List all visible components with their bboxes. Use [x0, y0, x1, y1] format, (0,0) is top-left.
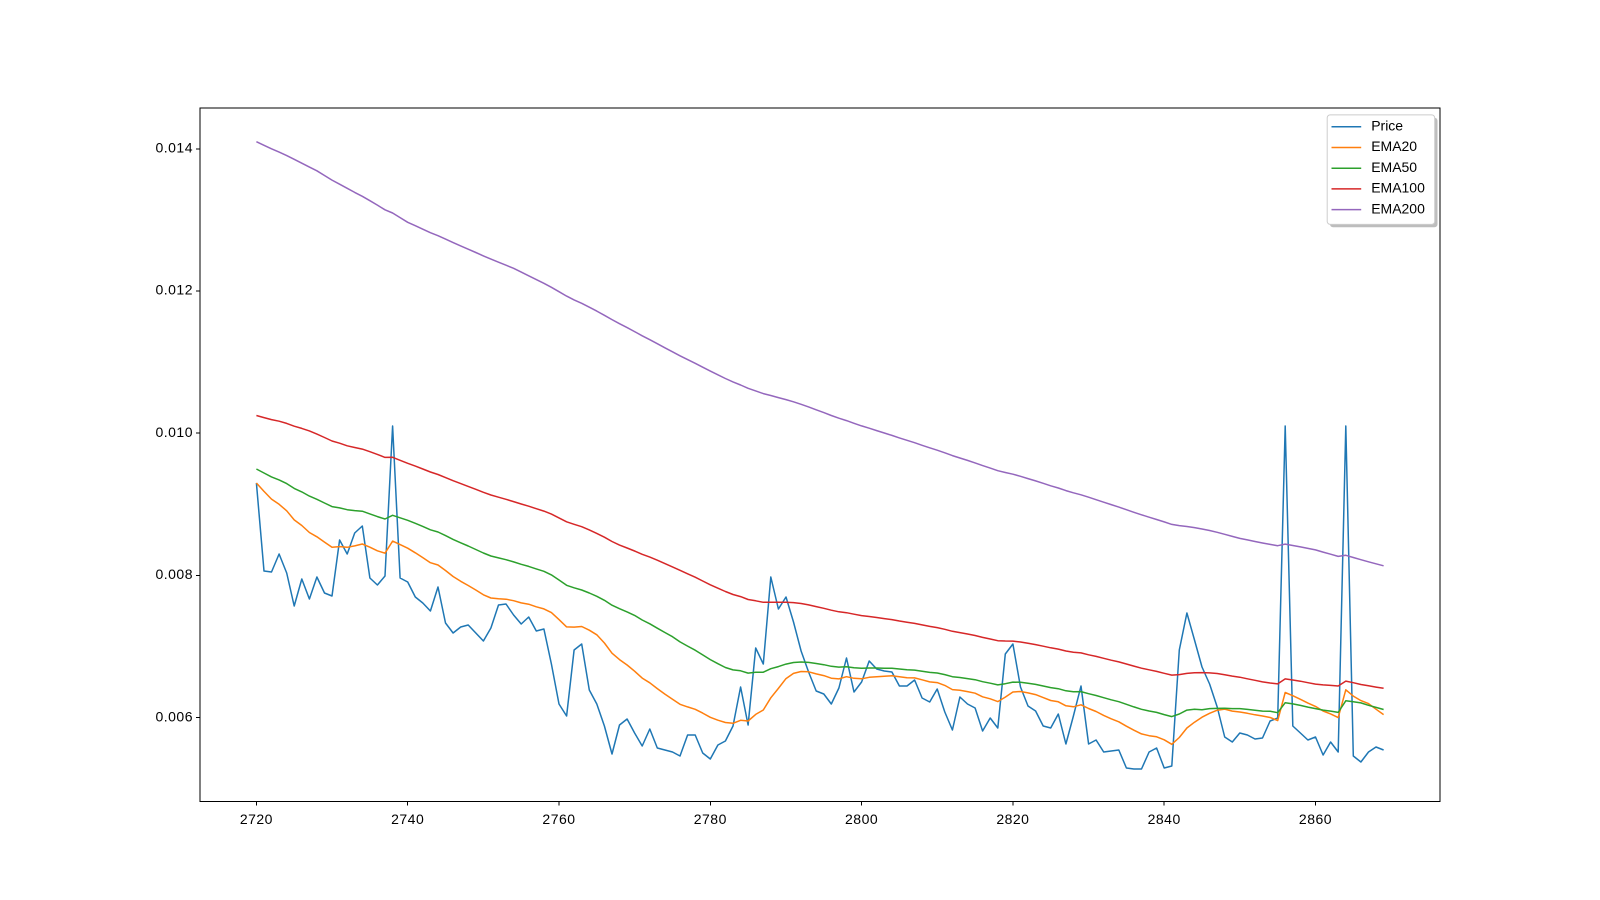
svg-text:2720: 2720: [240, 811, 273, 827]
svg-text:2820: 2820: [996, 811, 1029, 827]
svg-text:0.014: 0.014: [155, 140, 193, 156]
svg-text:2780: 2780: [694, 811, 727, 827]
svg-text:2740: 2740: [391, 811, 424, 827]
svg-text:EMA100: EMA100: [1371, 180, 1425, 196]
svg-text:0.012: 0.012: [155, 282, 193, 298]
svg-text:0.010: 0.010: [155, 424, 193, 440]
svg-text:Price: Price: [1371, 118, 1403, 134]
svg-text:2840: 2840: [1148, 811, 1181, 827]
svg-text:2760: 2760: [542, 811, 575, 827]
svg-text:EMA50: EMA50: [1371, 159, 1417, 175]
svg-text:EMA20: EMA20: [1371, 138, 1417, 154]
svg-text:0.006: 0.006: [155, 708, 193, 724]
svg-text:2800: 2800: [845, 811, 878, 827]
svg-text:0.008: 0.008: [155, 566, 193, 582]
svg-text:EMA200: EMA200: [1371, 200, 1425, 216]
svg-text:2860: 2860: [1299, 811, 1332, 827]
